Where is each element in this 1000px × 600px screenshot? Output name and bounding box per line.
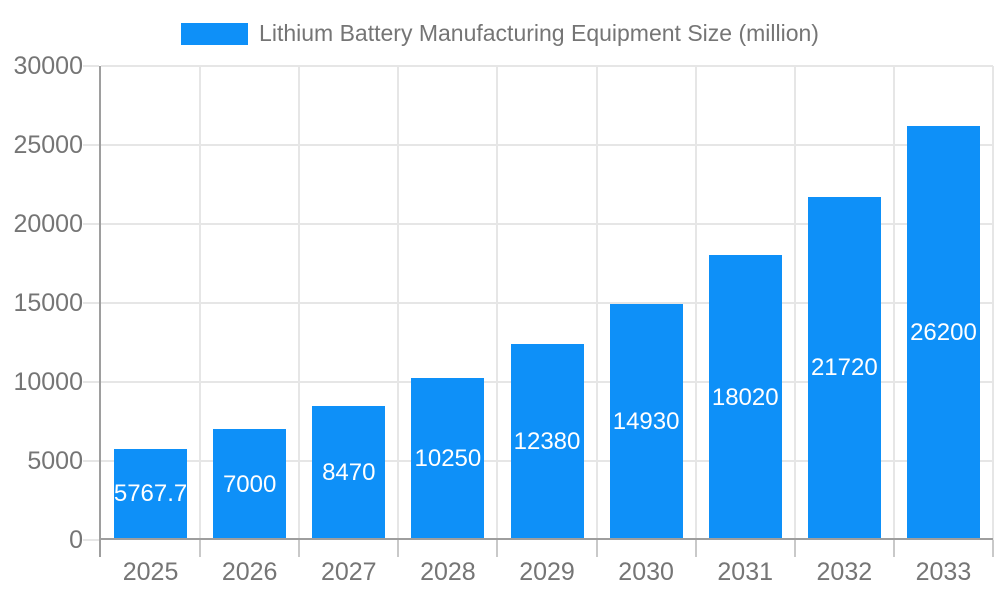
bar-2027[interactable]: 8470: [312, 406, 386, 540]
legend-swatch-icon: [181, 22, 249, 45]
y-axis-tick: [83, 460, 99, 462]
legend-label: Lithium Battery Manufacturing Equipment …: [259, 20, 819, 46]
y-gridline: [101, 223, 993, 225]
x-axis-label: 2027: [320, 558, 377, 586]
bar-value-label: 26200: [910, 319, 977, 346]
plot-area: 0 5000 10000 15000 20000 25000 30000 5767.7 7000…: [13, 53, 994, 586]
x-gridline: [496, 66, 499, 540]
x-axis-label: 2028: [420, 558, 476, 586]
x-axis-tick: [694, 540, 697, 557]
y-axis-label: 15000: [13, 289, 83, 317]
bar-2031[interactable]: 18020: [708, 255, 782, 540]
x-gridline: [793, 66, 796, 540]
y-axis-tick: [83, 65, 99, 67]
x-axis-label: 2032: [816, 558, 873, 586]
bar-value-label: 7000: [222, 470, 277, 498]
x-gridline: [397, 66, 400, 540]
x-axis-tick: [199, 540, 202, 557]
y-axis-line: [99, 66, 101, 557]
bar-2029[interactable]: 12380: [510, 344, 584, 540]
x-axis-tick: [496, 540, 499, 557]
x-axis-label: 2029: [519, 558, 575, 586]
y-axis-label: 0: [69, 526, 83, 554]
y-gridline: [101, 65, 993, 67]
x-axis-line: [99, 538, 993, 540]
x-gridline: [992, 66, 994, 540]
y-gridline: [101, 302, 993, 304]
y-axis-label: 20000: [13, 210, 83, 238]
bar-value-label: 10250: [414, 445, 482, 473]
y-axis-label: 5000: [27, 447, 83, 475]
y-axis-tick: [83, 381, 99, 383]
bar-value-label: 14930: [612, 408, 680, 436]
bar-2030[interactable]: 14930: [609, 304, 683, 540]
x-axis-tick: [793, 540, 796, 557]
x-axis-label: 2031: [717, 558, 774, 586]
x-gridline: [694, 66, 697, 540]
bar-2026[interactable]: 7000: [213, 429, 287, 540]
legend-item[interactable]: Lithium Battery Manufacturing Equipment …: [0, 20, 1000, 47]
x-gridline: [892, 66, 895, 540]
x-axis-tick: [298, 540, 301, 557]
y-gridline: [101, 144, 993, 146]
bar-2032[interactable]: 21720: [807, 196, 881, 540]
y-axis-label: 10000: [13, 368, 83, 396]
x-gridline: [595, 66, 598, 540]
y-axis-tick: [83, 144, 99, 146]
y-axis-label: 30000: [13, 52, 83, 80]
y-axis-tick: [83, 223, 99, 225]
x-axis-label: 2026: [221, 558, 278, 586]
bar-value-label: 5767.7: [113, 480, 188, 508]
x-axis-tick: [595, 540, 598, 557]
bar-2033[interactable]: 26200: [906, 126, 980, 540]
bar-value-label: 21720: [810, 354, 878, 382]
y-axis-label: 25000: [13, 131, 83, 159]
x-axis-tick: [397, 540, 400, 557]
bar-value-label: 18020: [711, 383, 779, 411]
y-axis-tick: [83, 539, 99, 541]
bar-value-label: 8470: [322, 459, 376, 487]
x-gridline: [298, 66, 301, 540]
bar-value-label: 12380: [513, 428, 581, 456]
x-axis-label: 2030: [618, 558, 674, 586]
x-axis-tick: [892, 540, 895, 557]
x-axis-label: 2033: [915, 558, 972, 586]
x-axis-tick: [992, 540, 994, 557]
x-axis-label: 2025: [122, 558, 179, 586]
x-gridline: [199, 66, 202, 540]
bar-2028[interactable]: 10250: [411, 378, 485, 540]
bar-2025[interactable]: 5767.7: [113, 448, 188, 540]
y-axis-tick: [83, 302, 99, 304]
